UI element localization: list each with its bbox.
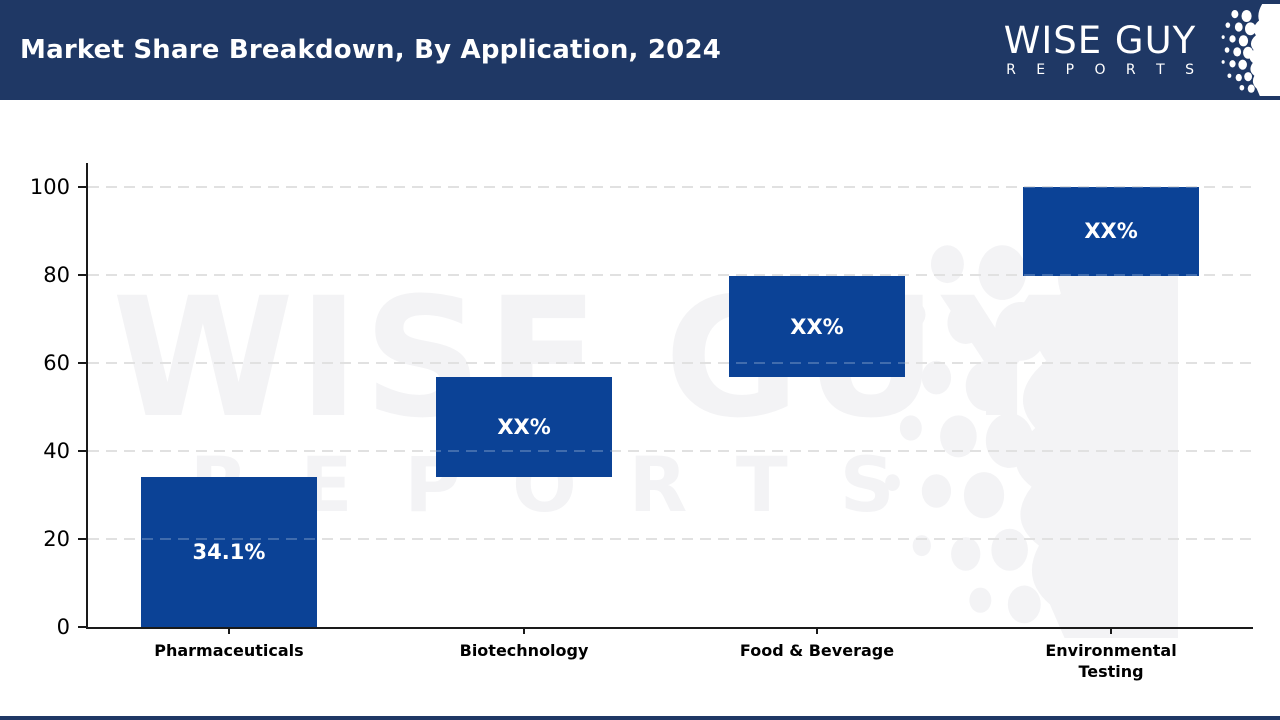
- gridline-overlay: [88, 186, 1252, 188]
- y-tick-label: 0: [56, 615, 70, 639]
- bar-segment: XX%: [1023, 187, 1200, 276]
- bar-segment: XX%: [436, 377, 613, 477]
- y-tick-mark: [78, 538, 86, 540]
- x-axis-line: [86, 626, 1253, 629]
- gridline-overlay: [88, 538, 1252, 540]
- y-tick-mark: [78, 626, 86, 628]
- footer-strip: [0, 716, 1280, 720]
- brand-logo: WISE GUY R E P O R T S: [998, 0, 1280, 100]
- chart-title: Market Share Breakdown, By Application, …: [20, 35, 722, 65]
- wise-guy-face-icon: [1206, 4, 1280, 96]
- gridline: [88, 538, 1252, 540]
- x-tick-mark: [1110, 627, 1113, 634]
- gridline-overlay: [88, 450, 1252, 452]
- bar-segment: XX%: [729, 275, 905, 378]
- x-tick-mark: [523, 627, 526, 634]
- y-tick-mark: [78, 274, 86, 276]
- y-tick-mark: [78, 186, 86, 188]
- x-axis-label: Environmental Testing: [1045, 641, 1177, 681]
- brand-subtitle: R E P O R T S: [1006, 62, 1202, 79]
- header-bar: Market Share Breakdown, By Application, …: [0, 0, 1280, 100]
- y-tick-label: 60: [43, 351, 70, 375]
- x-tick-mark: [227, 627, 230, 634]
- brand-wordmark: WISE GUY R E P O R T S: [998, 18, 1202, 79]
- brand-name: WISE GUY: [1003, 18, 1197, 62]
- y-tick-label: 80: [43, 263, 70, 287]
- x-axis-label: Food & Beverage: [739, 641, 895, 660]
- gridline: [88, 186, 1252, 188]
- bar-value-label: XX%: [790, 314, 844, 339]
- x-axis-label: Pharmaceuticals: [154, 641, 304, 660]
- gridline: [88, 274, 1252, 276]
- gridline: [88, 450, 1252, 452]
- gridline: [88, 362, 1252, 364]
- bar-value-label: 34.1%: [192, 539, 266, 564]
- gridline-overlay: [88, 362, 1252, 364]
- y-tick-mark: [78, 362, 86, 364]
- y-tick-label: 40: [43, 439, 70, 463]
- plot-area: 0 20 40 60 80 100 34.1% Pharmaceuticals XX% Biote…: [30, 163, 1253, 681]
- bar-value-label: XX%: [497, 415, 551, 440]
- y-tick-mark: [78, 450, 86, 452]
- bar-segment: 34.1%: [140, 476, 317, 627]
- gridline-overlay: [88, 274, 1252, 276]
- x-tick-mark: [816, 627, 818, 634]
- x-axis-label: Biotechnology: [459, 641, 589, 660]
- bar-value-label: XX%: [1084, 219, 1138, 244]
- y-axis-line: [86, 163, 88, 629]
- y-tick-label: 20: [43, 527, 70, 551]
- y-tick-label: 100: [29, 175, 70, 199]
